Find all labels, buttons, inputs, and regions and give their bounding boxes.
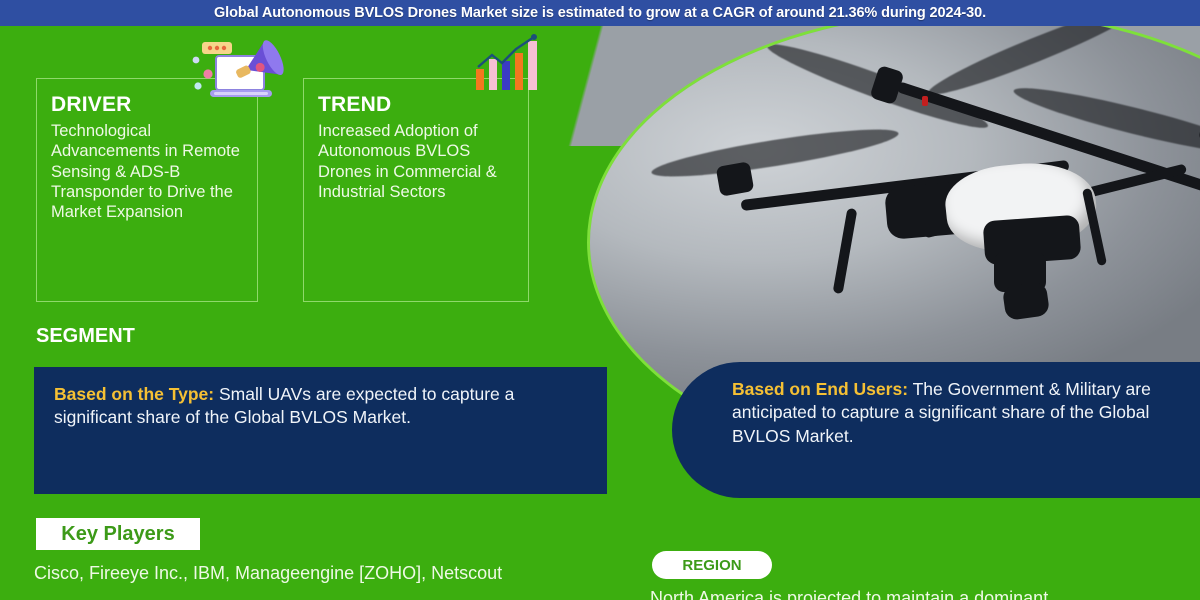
segment-enduser-text: Based on End Users: The Government & Mil… <box>732 378 1200 448</box>
segment-type-box: Based on the Type: Small UAVs are expect… <box>34 367 607 494</box>
key-players-list: Cisco, Fireeye Inc., IBM, Manageengine [… <box>34 563 503 583</box>
headline-banner: Global Autonomous BVLOS Drones Market si… <box>0 0 1200 26</box>
trend-card: TREND Increased Adoption of Autonomous B… <box>303 78 529 302</box>
key-players-tag: Key Players <box>36 518 200 550</box>
trend-card-body: Increased Adoption of Autonomous BVLOS D… <box>318 122 497 201</box>
segment-type-text: Based on the Type: Small UAVs are expect… <box>54 383 587 430</box>
growth-bar-chart-icon <box>470 33 546 91</box>
segment-enduser-box: Based on End Users: The Government & Mil… <box>672 362 1200 498</box>
megaphone-laptop-icon <box>186 36 290 106</box>
headline-text: Global Autonomous BVLOS Drones Market si… <box>213 5 987 21</box>
region-tag: REGION <box>652 551 772 579</box>
region-description: North America is projected to maintain a… <box>650 588 1049 600</box>
segment-type-lead: Based on the Type: <box>54 384 215 404</box>
segment-label: SEGMENT <box>36 325 135 347</box>
driver-card-title: DRIVER <box>51 93 132 116</box>
segment-enduser-lead: Based on End Users: <box>732 379 909 399</box>
driver-card: DRIVER Technological Advancements in Rem… <box>36 78 258 302</box>
driver-card-body: Technological Advancements in Remote Sen… <box>51 122 240 222</box>
trend-card-title: TREND <box>318 93 392 116</box>
segment-type-body: Small UAVs are expected to capture a sig… <box>54 384 515 428</box>
segment-enduser-body: The Government & Military are anticipate… <box>732 379 1151 446</box>
